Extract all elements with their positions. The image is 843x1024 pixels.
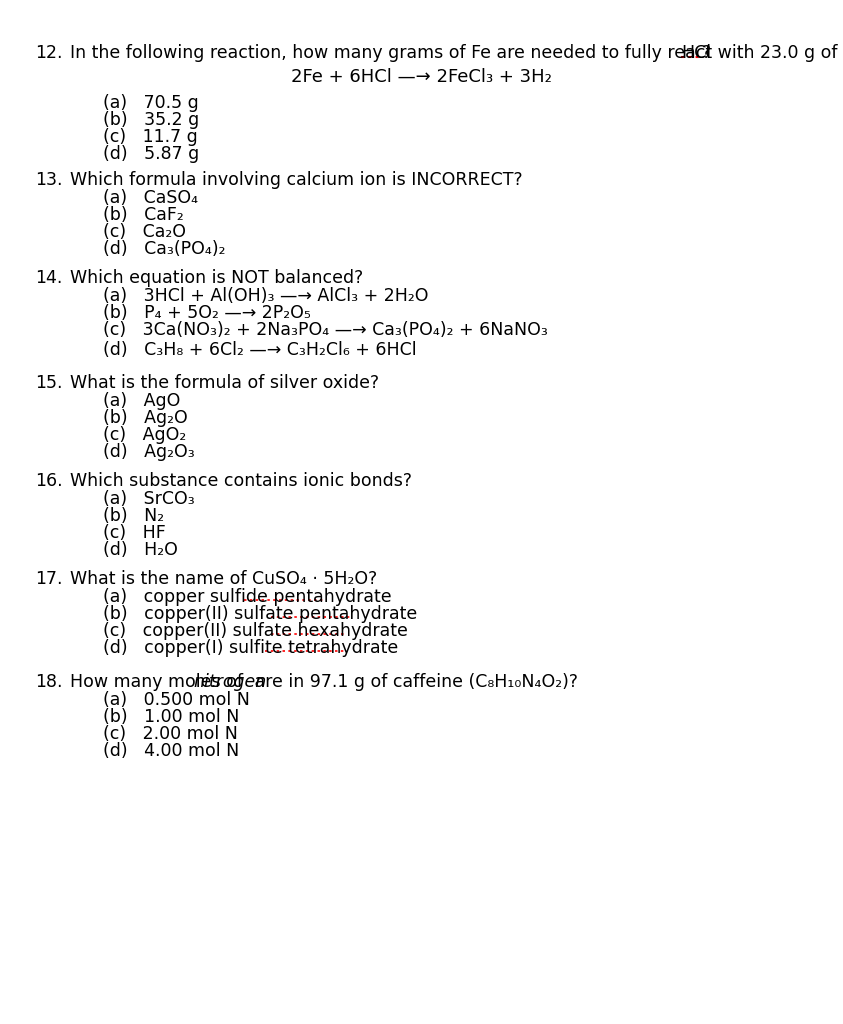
Text: Which formula involving calcium ion is INCORRECT?: Which formula involving calcium ion is I… [71,171,523,188]
Text: (a)   70.5 g: (a) 70.5 g [104,93,199,112]
Text: (d)   Ca₃(PO₄)₂: (d) Ca₃(PO₄)₂ [104,240,226,258]
Text: (d)   H₂O: (d) H₂O [104,541,179,559]
Text: (c)   copper(II) sulfate hexahydrate: (c) copper(II) sulfate hexahydrate [104,623,408,640]
Text: (c)   AgO₂: (c) AgO₂ [104,426,186,443]
Text: Which equation is NOT balanced?: Which equation is NOT balanced? [71,269,363,287]
Text: (b)   copper(II) sulfate pentahydrate: (b) copper(II) sulfate pentahydrate [104,605,417,624]
Text: 14.: 14. [35,269,62,287]
Text: (b)   CaF₂: (b) CaF₂ [104,206,184,224]
Text: (b)   N₂: (b) N₂ [104,507,164,525]
Text: (c)   HF: (c) HF [104,524,166,542]
Text: nitrogen: nitrogen [194,673,267,690]
Text: (a)   3HCl + Al(OH)₃ —→ AlCl₃ + 2H₂O: (a) 3HCl + Al(OH)₃ —→ AlCl₃ + 2H₂O [104,287,429,305]
Text: 12.: 12. [35,44,62,62]
Text: (b)   1.00 mol N: (b) 1.00 mol N [104,708,239,726]
Text: What is the name of CuSO₄ · 5H₂O?: What is the name of CuSO₄ · 5H₂O? [71,570,378,588]
Text: (b)   P₄ + 5O₂ —→ 2P₂O₅: (b) P₄ + 5O₂ —→ 2P₂O₅ [104,304,311,323]
Text: How many moles of: How many moles of [71,673,249,690]
Text: are in 97.1 g of caffeine (C₈H₁₀N₄O₂)?: are in 97.1 g of caffeine (C₈H₁₀N₄O₂)? [249,673,577,690]
Text: (a)   CaSO₄: (a) CaSO₄ [104,188,199,207]
Text: 15.: 15. [35,374,62,391]
Text: 2Fe + 6HCl —→ 2FeCl₃ + 3H₂: 2Fe + 6HCl —→ 2FeCl₃ + 3H₂ [291,69,552,86]
Text: (c)   2.00 mol N: (c) 2.00 mol N [104,725,239,742]
Text: (d)   Ag₂O₃: (d) Ag₂O₃ [104,442,196,461]
Text: In the following reaction, how many grams of Fe are needed to fully react with 2: In the following reaction, how many gram… [71,44,843,62]
Text: (a)   AgO: (a) AgO [104,391,180,410]
Text: What is the formula of silver oxide?: What is the formula of silver oxide? [71,374,379,391]
Text: (a)   SrCO₃: (a) SrCO₃ [104,489,196,508]
Text: (d)   copper(I) sulfite tetrahydrate: (d) copper(I) sulfite tetrahydrate [104,639,399,657]
Text: (c)   Ca₂O: (c) Ca₂O [104,223,186,241]
Text: (b)   Ag₂O: (b) Ag₂O [104,409,188,427]
Text: (a)   copper sulfide pentahydrate: (a) copper sulfide pentahydrate [104,588,392,606]
Text: (d)   5.87 g: (d) 5.87 g [104,144,200,163]
Text: ?: ? [701,44,711,62]
Text: (b)   35.2 g: (b) 35.2 g [104,111,200,129]
Text: (d)   C₃H₈ + 6Cl₂ —→ C₃H₂Cl₆ + 6HCl: (d) C₃H₈ + 6Cl₂ —→ C₃H₂Cl₆ + 6HCl [104,341,417,359]
Text: (d)   4.00 mol N: (d) 4.00 mol N [104,741,239,760]
Text: (c)   3Ca(NO₃)₂ + 2Na₃PO₄ —→ Ca₃(PO₄)₂ + 6NaNO₃: (c) 3Ca(NO₃)₂ + 2Na₃PO₄ —→ Ca₃(PO₄)₂ + 6… [104,322,548,339]
Text: 13.: 13. [35,171,62,188]
Text: 17.: 17. [35,570,62,588]
Text: (c)   11.7 g: (c) 11.7 g [104,128,198,145]
Text: 18.: 18. [35,673,62,690]
Text: 16.: 16. [35,472,62,489]
Text: (a)   0.500 mol N: (a) 0.500 mol N [104,690,250,709]
Text: Which substance contains ionic bonds?: Which substance contains ionic bonds? [71,472,412,489]
Text: HCl: HCl [681,44,711,62]
